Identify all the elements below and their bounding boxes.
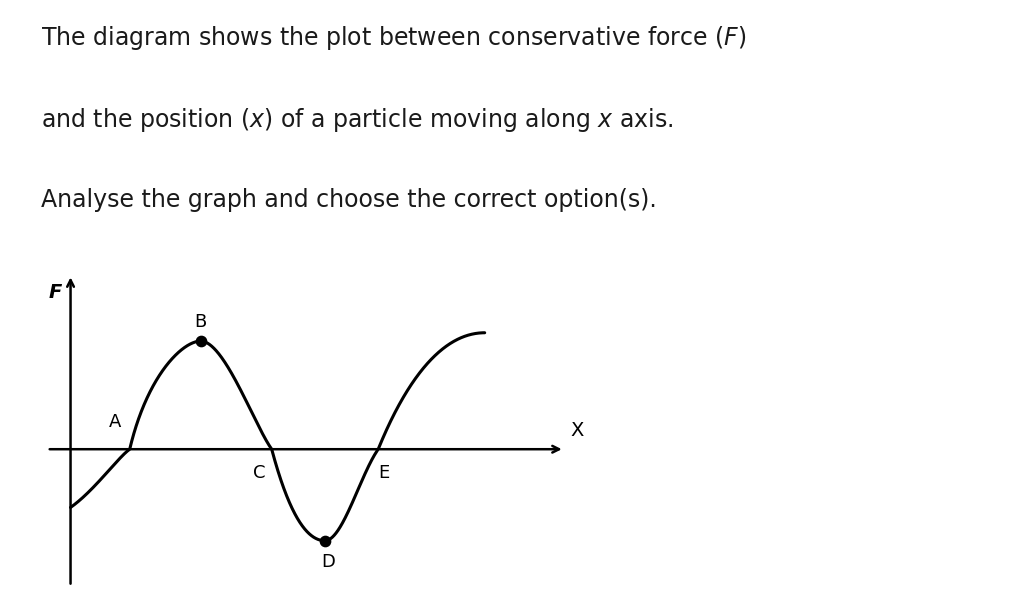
Point (193, 336, 209, 346)
Text: C: C (253, 464, 266, 482)
Text: Analyse the graph and choose the correct option(s).: Analyse the graph and choose the correct… (41, 188, 656, 212)
Text: D: D (321, 553, 335, 571)
Text: X: X (570, 422, 584, 440)
Text: F: F (48, 283, 61, 302)
Text: The diagram shows the plot between conservative force ($F$): The diagram shows the plot between conse… (41, 24, 746, 52)
Text: B: B (195, 313, 207, 331)
Text: E: E (378, 464, 389, 482)
Point (316, 536, 333, 546)
Text: and the position ($x$) of a particle moving along $x$ axis.: and the position ($x$) of a particle mov… (41, 106, 673, 134)
Text: A: A (109, 413, 121, 431)
